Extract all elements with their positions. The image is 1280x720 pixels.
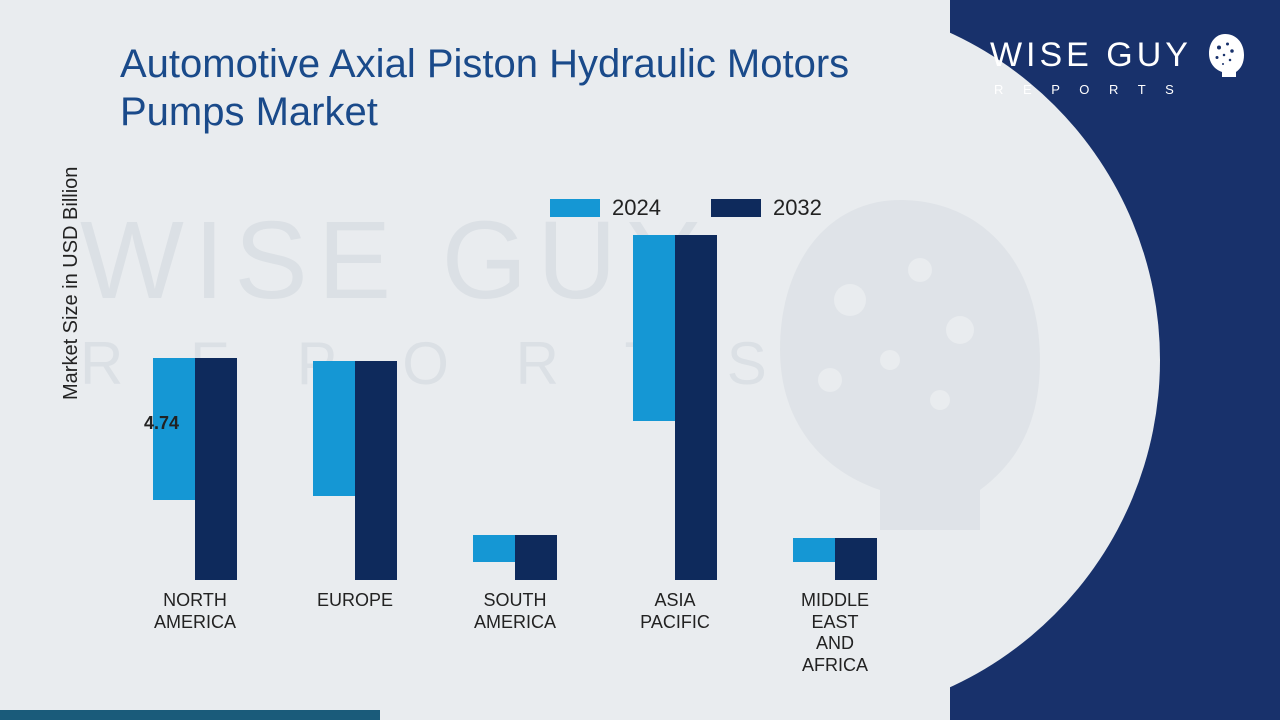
chart-plot-area: 4.74	[130, 220, 910, 580]
logo-subtext: R E P O R T S	[994, 82, 1250, 97]
legend-item-2024: 2024	[550, 195, 661, 221]
bar-group	[460, 535, 570, 580]
bar-value-label: 4.74	[144, 413, 179, 434]
legend-item-2032: 2032	[711, 195, 822, 221]
bar-2032	[355, 361, 397, 580]
legend-swatch	[550, 199, 600, 217]
brand-logo: WISE GUY R E P O R T S	[990, 30, 1250, 97]
bar-2032	[675, 235, 717, 580]
bar-group	[300, 361, 410, 580]
x-axis-label: ASIAPACIFIC	[620, 590, 730, 633]
bar-2024	[633, 235, 675, 421]
bar-2024	[473, 535, 515, 562]
bar-2032	[515, 535, 557, 580]
bar-group	[620, 235, 730, 580]
x-axis-label: MIDDLEEASTANDAFRICA	[780, 590, 890, 676]
y-axis-label: Market Size in USD Billion	[60, 167, 83, 400]
bar-2032	[195, 358, 237, 580]
legend-swatch	[711, 199, 761, 217]
x-axis-label: EUROPE	[300, 590, 410, 612]
bar-group	[140, 358, 250, 580]
bar-group	[780, 538, 890, 580]
bar-2032	[835, 538, 877, 580]
logo-text: WISE GUY	[990, 36, 1192, 75]
bar-2024	[793, 538, 835, 562]
x-axis-label: SOUTHAMERICA	[460, 590, 570, 633]
legend-label: 2032	[773, 195, 822, 221]
bar-2024	[313, 361, 355, 496]
legend: 2024 2032	[550, 195, 822, 221]
chart-title: Automotive Axial Piston Hydraulic Motors…	[120, 40, 900, 136]
footer-accent-bar	[0, 710, 380, 720]
logo-head-icon	[1200, 30, 1250, 80]
legend-label: 2024	[612, 195, 661, 221]
x-axis-label: NORTHAMERICA	[140, 590, 250, 633]
